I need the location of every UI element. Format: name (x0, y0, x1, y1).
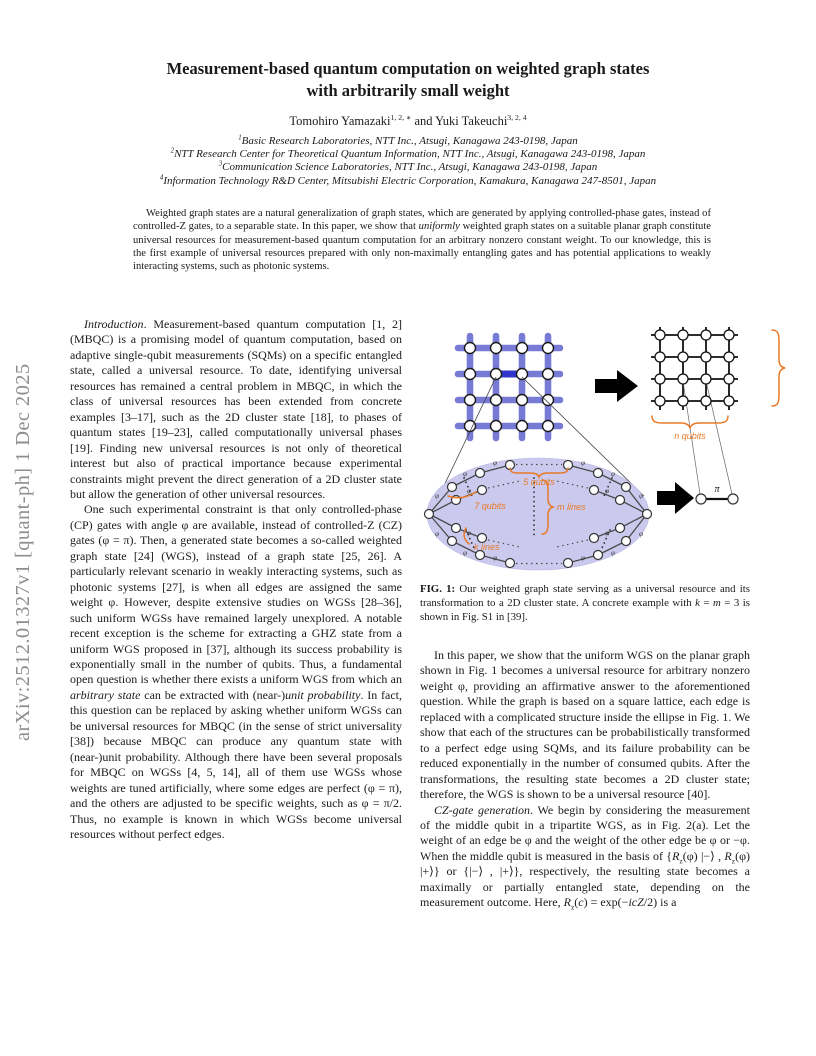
transform-arrow-icon (595, 370, 638, 402)
seven-qubits-brace (447, 491, 477, 499)
cluster-grid (651, 327, 738, 495)
intro-paragraph: Introduction. Measurement-based quantum … (70, 317, 402, 501)
pi-label: π (714, 484, 720, 495)
paper-header: Measurement-based quantum computation on… (64, 58, 752, 188)
phi-edge-label: φ (435, 491, 439, 500)
k-lines-label: k lines (474, 542, 500, 552)
phi-edge-label: φ (611, 548, 615, 557)
title-line-2: with arbitrarily small weight (306, 80, 510, 100)
affiliations: 1Basic Research Laboratories, NTT Inc., … (64, 134, 752, 188)
qubit-node (423, 508, 435, 520)
phi-edge-label: φ (581, 553, 585, 562)
k-lines-brace (463, 527, 470, 545)
phi-edge-label: φ (493, 553, 497, 562)
n-qubits-label: n qubits (674, 431, 706, 441)
phi-edge-label: φ (467, 528, 471, 537)
arxiv-stamp: arXiv:2512.01327v1 [quant-ph] 1 Dec 2025 (12, 363, 34, 741)
phi-edge-label: φ (463, 548, 467, 557)
seven-qubits-label: 7 qubits (474, 501, 506, 511)
left-column: Introduction. Measurement-based quantum … (70, 317, 402, 842)
qubit-node (641, 508, 653, 520)
affiliation-line: 1Basic Research Laboratories, NTT Inc., … (238, 134, 578, 147)
m-lines-label: m lines (557, 502, 586, 512)
phi-edge-label: φ (493, 458, 497, 467)
m-lines-brace (541, 479, 556, 535)
authors-line: Tomohiro Yamazaki1, 2, ∗ and Yuki Takeuc… (289, 112, 527, 128)
title-line-1: Measurement-based quantum computation on… (166, 59, 650, 78)
pi-edge: π (695, 484, 739, 505)
phi-edge-label: φ (611, 469, 615, 478)
fig-1-caption: FIG. 1: Our weighted graph state serving… (420, 583, 750, 624)
five-qubits-label: 5 qubits (523, 477, 555, 487)
right-column: In this paper, we show that the uniform … (420, 648, 750, 911)
phi-edge-label: φ (463, 469, 467, 478)
phi-edge-label: φ (605, 486, 609, 495)
n-qubits-brace (651, 415, 729, 431)
phi-edge-label: φ (605, 528, 609, 537)
abstract: Weighted graph states are a natural gene… (133, 208, 711, 273)
phi-edge-label: φ (435, 529, 439, 538)
transform-arrow-icon (657, 482, 694, 514)
figure-1: n qubits π (420, 326, 812, 578)
phi-edge-label: φ (639, 529, 643, 538)
weighted-graph-lattice (454, 332, 564, 442)
five-qubits-brace (509, 467, 569, 480)
constraint-paragraph: One such experimental constraint is that… (70, 502, 402, 841)
results-paragraph: In this paper, we show that the uniform … (420, 648, 750, 802)
cz-gate-paragraph: CZ-gate generation. We begin by consider… (420, 802, 750, 912)
zoom-lines (439, 376, 645, 497)
affiliation-line: 2NTT Research Center for Theoretical Qua… (170, 147, 646, 161)
phi-edge-label: φ (467, 486, 471, 495)
right-brace (771, 329, 786, 407)
affiliation-line: 4Information Technology R&D Center, Mits… (159, 173, 657, 187)
affiliation-line: 3Communication Science Laboratories, NTT… (218, 160, 598, 174)
paper-title: Measurement-based quantum computation on… (64, 58, 752, 101)
zoom-ellipse: φ φ φ φ φ φ φ φ φ φ φ φ φ φ φ φ 5 qubits (423, 457, 653, 571)
phi-edge-label: φ (639, 491, 643, 500)
phi-edge-label: φ (581, 458, 585, 467)
